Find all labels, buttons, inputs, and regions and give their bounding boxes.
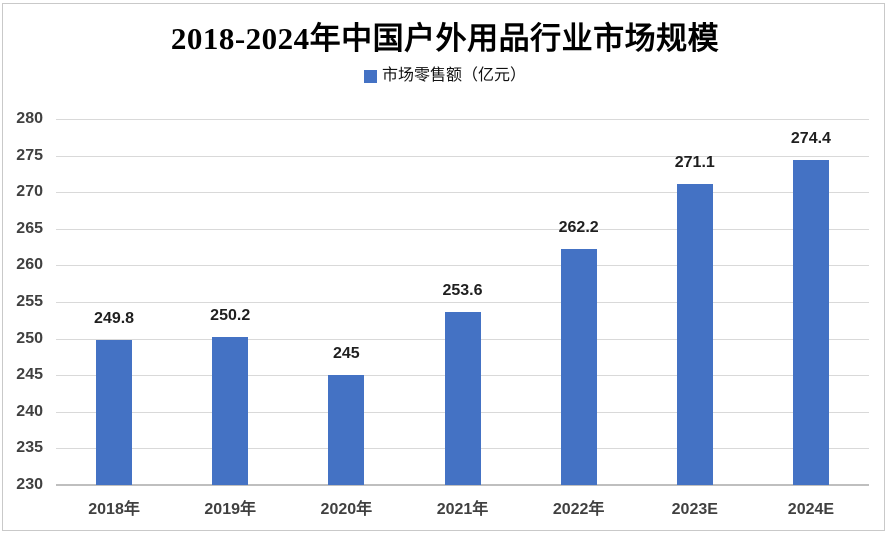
y-tick-label: 270 xyxy=(16,183,43,201)
gridline xyxy=(56,119,869,120)
legend: 市场零售额（亿元） xyxy=(0,67,890,85)
bar-value-label: 245 xyxy=(332,345,360,363)
plot-area: 249.8 250.2 245 253.6 262.2 271.1 274.4 xyxy=(56,119,869,486)
x-tick-label: 2021年 xyxy=(436,501,489,518)
x-axis-line xyxy=(56,484,869,486)
x-axis-labels: 2018年 2019年 2020年 2021年 2022年 2023E 2024E xyxy=(56,500,869,522)
x-tick-label: 2020年 xyxy=(320,501,373,518)
x-tick-label: 2019年 xyxy=(204,501,257,518)
gridline xyxy=(56,155,869,157)
x-tick-label: 2023E xyxy=(671,501,718,518)
y-tick-label: 275 xyxy=(16,146,43,164)
y-tick-label: 255 xyxy=(16,293,43,310)
y-tick-label: 230 xyxy=(16,476,43,493)
bar xyxy=(676,184,713,485)
y-tick-label: 260 xyxy=(16,256,43,274)
gridline xyxy=(56,192,869,194)
chart-title: 2018-2024年中国户外用品行业市场规模 xyxy=(170,21,720,56)
bar xyxy=(444,312,481,485)
bar-value-label: 262.2 xyxy=(558,219,599,237)
gridline xyxy=(56,228,869,230)
y-tick-label: 280 xyxy=(16,110,43,127)
y-axis-labels: 230 235 240 245 250 255 260 265 270 275 280 xyxy=(0,111,43,493)
x-tick-label: 2018年 xyxy=(88,501,140,518)
gridline xyxy=(56,265,869,267)
bar xyxy=(212,337,249,485)
bar-value-label: 271.1 xyxy=(674,154,715,172)
gridline xyxy=(56,302,869,303)
bar-value-label: 250.2 xyxy=(210,307,251,325)
bar xyxy=(560,249,597,485)
bar xyxy=(96,340,133,485)
bar xyxy=(792,160,829,485)
y-tick-label: 265 xyxy=(16,219,43,237)
y-tick-label: 240 xyxy=(16,402,43,420)
legend-label: 市场零售额（亿元） xyxy=(381,67,526,84)
y-tick-label: 235 xyxy=(16,439,43,457)
y-tick-label: 250 xyxy=(16,329,43,347)
x-tick-label: 2024E xyxy=(787,501,835,518)
legend-marker-icon xyxy=(363,69,377,83)
bar xyxy=(328,375,365,485)
bar-value-label: 249.8 xyxy=(94,310,135,328)
bar-value-label: 274.4 xyxy=(790,130,831,147)
y-tick-label: 245 xyxy=(16,366,43,384)
bar-value-label: 253.6 xyxy=(442,282,483,300)
x-tick-label: 2022年 xyxy=(552,501,605,518)
